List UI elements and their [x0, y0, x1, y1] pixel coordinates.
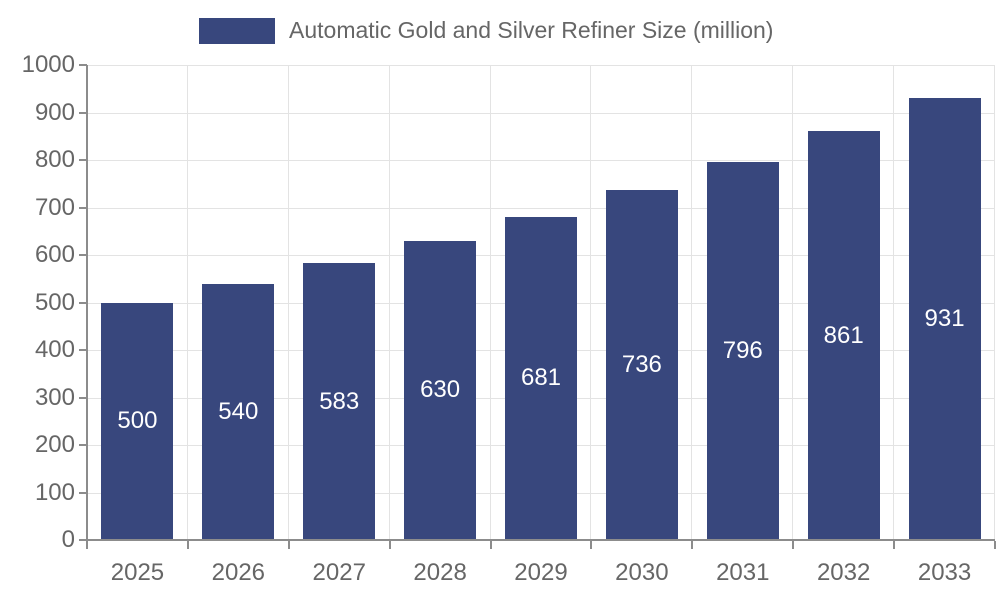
bar-value-label: 931: [924, 304, 965, 332]
y-axis-label: 300: [34, 383, 75, 411]
plot-area: 500 540 583 630 681 736 796 861 931: [87, 65, 995, 540]
gridline-horizontal: [87, 160, 995, 161]
bar-2031: 796: [706, 161, 779, 540]
y-axis-label: 0: [61, 526, 75, 553]
gridline-vertical: [186, 65, 188, 540]
x-axis-tick: [287, 541, 290, 549]
y-axis-label: 500: [34, 288, 75, 316]
bar-2028: 630: [404, 240, 477, 540]
x-axis-label-2025: 2025: [110, 559, 165, 586]
x-axis-tick: [388, 541, 391, 549]
y-axis-label: 200: [34, 431, 75, 458]
bar-2030: 736: [605, 190, 678, 540]
y-axis-tick: [79, 206, 87, 209]
y-axis-label: 1000: [21, 51, 75, 78]
x-axis-tick: [691, 541, 694, 549]
gridline-horizontal: [87, 207, 995, 209]
gridline-vertical: [893, 65, 895, 540]
bar-value-label: 861: [823, 321, 864, 349]
y-axis-tick: [79, 349, 87, 351]
x-axis-tick: [893, 541, 896, 549]
x-axis-tick: [489, 541, 492, 549]
y-axis-tick: [79, 491, 87, 494]
x-axis-label-2030: 2030: [615, 559, 669, 586]
y-axis-tick: [79, 111, 87, 114]
y-axis-tick: [79, 444, 87, 446]
y-axis-line: [86, 65, 88, 541]
y-axis-label: 800: [34, 146, 75, 173]
gridline-vertical: [287, 65, 289, 540]
x-axis-label-2033: 2033: [917, 559, 972, 586]
bar-value-label: 583: [319, 387, 360, 415]
x-axis-tick: [86, 541, 88, 549]
legend[interactable]: Automatic Gold and Silver Refiner Size (…: [199, 17, 773, 44]
x-axis-label-2029: 2029: [514, 559, 568, 586]
x-axis-tick: [590, 541, 593, 549]
bar-2029: 681: [505, 216, 577, 540]
bar-2027: 583: [303, 263, 376, 540]
x-axis-tick: [186, 541, 189, 549]
gridline-vertical: [388, 65, 390, 540]
bar-value-label: 540: [218, 397, 259, 425]
y-axis-label: 100: [34, 478, 75, 506]
y-axis-label: 700: [34, 193, 75, 221]
bar-value-label: 796: [722, 336, 763, 364]
x-axis-line: [79, 539, 995, 541]
bar-value-label: 630: [420, 376, 461, 404]
y-axis-label: 900: [34, 98, 75, 126]
gridline-vertical: [792, 65, 794, 540]
bar-2026: 540: [202, 283, 275, 540]
y-axis-label: 600: [34, 241, 75, 268]
y-axis-tick: [79, 301, 87, 304]
gridline-horizontal: [87, 65, 995, 66]
x-axis-tick: [792, 541, 795, 549]
gridline-vertical: [489, 65, 491, 540]
bar-2032: 861: [807, 131, 880, 540]
y-axis-tick: [79, 254, 87, 256]
bar-value-label: 736: [621, 351, 662, 379]
x-axis-tick: [994, 541, 996, 549]
gridline-horizontal: [87, 112, 995, 114]
gridline-vertical: [691, 65, 693, 540]
gridline-vertical: [994, 65, 995, 540]
y-axis-label: 400: [34, 336, 75, 363]
bar-2025: 500: [101, 302, 174, 540]
x-axis-label-2028: 2028: [413, 559, 467, 586]
bar-value-label: 681: [520, 364, 562, 392]
x-axis-label-2032: 2032: [816, 559, 871, 586]
legend-label: Automatic Gold and Silver Refiner Size (…: [289, 17, 774, 43]
x-axis-label-2031: 2031: [716, 559, 770, 586]
y-axis-tick: [79, 396, 87, 399]
y-axis-tick: [79, 539, 87, 541]
x-axis-label-2027: 2027: [312, 559, 366, 586]
gridline-vertical: [590, 65, 592, 540]
x-axis-label-2026: 2026: [211, 559, 266, 586]
legend-swatch: [199, 17, 275, 44]
y-axis-tick: [79, 64, 87, 66]
y-axis-tick: [79, 159, 87, 161]
bar-2033: 931: [908, 97, 981, 540]
bar-value-label: 500: [117, 407, 158, 435]
